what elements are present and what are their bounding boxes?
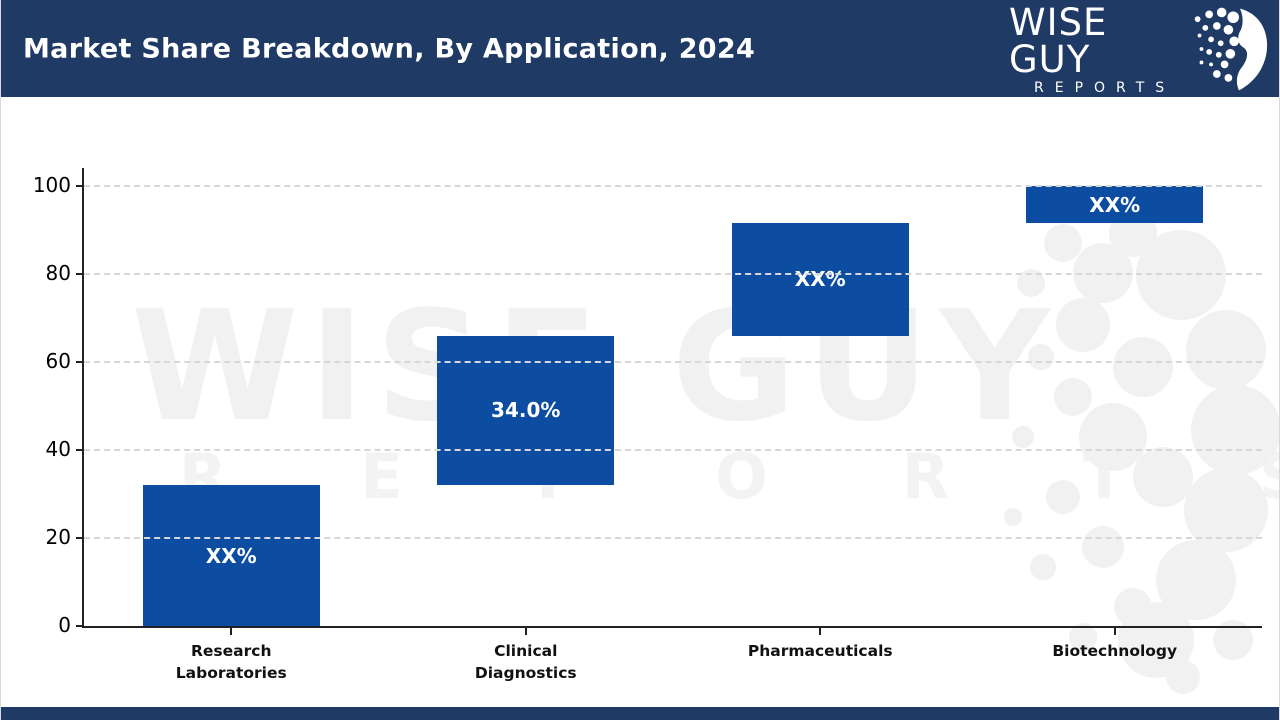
page-title: Market Share Breakdown, By Application, … [23, 33, 756, 64]
logo-face-icon [1194, 7, 1268, 91]
x-axis-spine [84, 626, 1262, 628]
y-tick-label: 40 [45, 437, 71, 461]
logo-text: WISE GUY REPORTS [1009, 4, 1194, 95]
y-tick-label: 100 [32, 173, 71, 197]
gridline [84, 449, 1262, 451]
bar-segment: XX% [731, 223, 909, 336]
y-axis-spine [82, 168, 84, 628]
bar-value-label: XX% [1089, 192, 1141, 217]
bar-value-label: XX% [794, 267, 846, 292]
y-tick-mark [76, 537, 84, 539]
x-tick-mark [524, 627, 527, 635]
bar-segment: 34.0% [437, 335, 615, 486]
x-tick-label: Biotechnology [1052, 642, 1178, 660]
y-tick-label: 80 [45, 261, 71, 285]
watermark-face-dots-icon [1004, 215, 1279, 694]
x-tick-mark [230, 627, 233, 635]
logo-subtitle: REPORTS [1034, 79, 1176, 96]
y-tick-label: 60 [45, 349, 71, 373]
gridline [84, 273, 1262, 275]
y-tick-mark [76, 625, 84, 627]
y-tick-mark [76, 361, 84, 363]
logo-wordmark: WISE GUY [1009, 0, 1108, 81]
x-tick-mark [1113, 627, 1116, 635]
gridline [84, 361, 1262, 363]
x-tick-label: Clinical Diagnostics [474, 642, 577, 683]
footer-bar [1, 707, 1279, 720]
x-tick-label: Research Laboratories [175, 642, 287, 683]
wise-guy-reports-logo: WISE GUY REPORTS [1009, 4, 1269, 95]
x-tick-mark [819, 627, 822, 635]
header-bar: Market Share Breakdown, By Application, … [1, 0, 1279, 97]
y-tick-label: 0 [58, 613, 71, 637]
bar-segment: XX% [142, 485, 320, 626]
y-tick-mark [76, 185, 84, 187]
bar-value-label: XX% [205, 543, 257, 568]
y-tick-mark [76, 449, 84, 451]
x-tick-label: Pharmaceuticals [747, 642, 893, 660]
bar-segment: XX% [1026, 186, 1204, 224]
y-tick-mark [76, 273, 84, 275]
y-tick-label: 20 [45, 525, 71, 549]
bar-value-label: 34.0% [491, 398, 561, 423]
